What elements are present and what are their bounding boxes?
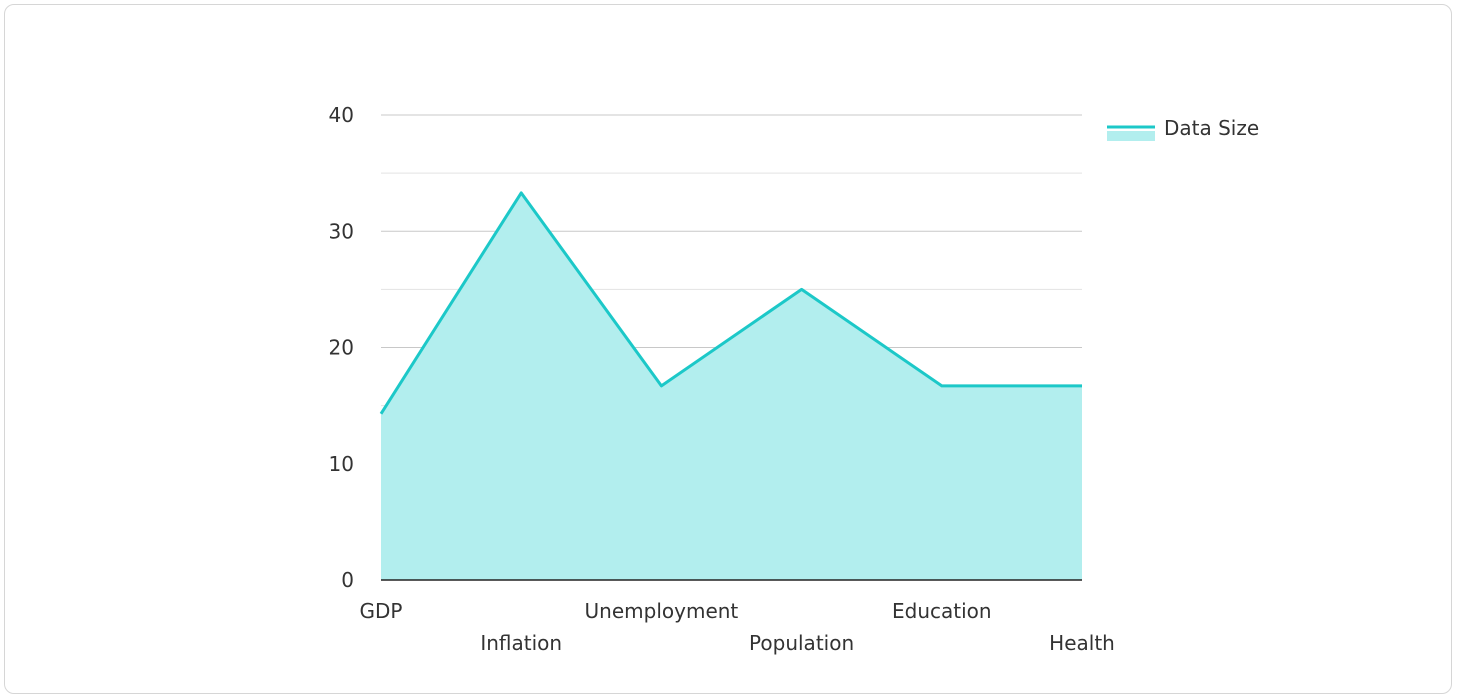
legend-swatch-fill <box>1107 131 1155 141</box>
y-tick-label: 20 <box>329 336 354 360</box>
y-tick-labels: 0 10 20 30 40 <box>329 103 354 592</box>
y-tick-label: 40 <box>329 103 354 127</box>
legend[interactable]: Data Size <box>1107 116 1259 141</box>
area-fill <box>381 192 1082 580</box>
x-tick-label: Population <box>749 631 854 655</box>
x-tick-label: GDP <box>360 599 403 623</box>
x-tick-labels: GDP Inflation Unemployment Population Educat… <box>360 599 1115 655</box>
area-layer <box>379 191 1083 580</box>
y-tick-label: 10 <box>329 452 354 476</box>
x-tick-label: Unemployment <box>585 599 739 623</box>
x-tick-label: Education <box>892 599 992 623</box>
y-tick-label: 30 <box>329 219 354 243</box>
legend-label: Data Size <box>1164 116 1259 140</box>
x-tick-label: Inflation <box>480 631 562 655</box>
series-line <box>379 191 1082 415</box>
x-tick-label: Health <box>1049 631 1115 655</box>
y-tick-label: 0 <box>341 568 354 592</box>
